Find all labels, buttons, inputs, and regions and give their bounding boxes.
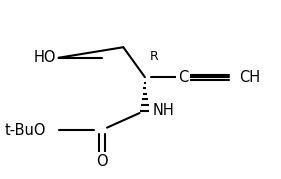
Text: CH: CH [239, 70, 260, 85]
Text: t-BuO: t-BuO [4, 123, 46, 137]
Text: NH: NH [153, 103, 174, 118]
Text: C: C [178, 70, 188, 85]
Text: R: R [150, 50, 159, 63]
Text: HO: HO [33, 50, 56, 65]
Text: O: O [96, 154, 108, 169]
